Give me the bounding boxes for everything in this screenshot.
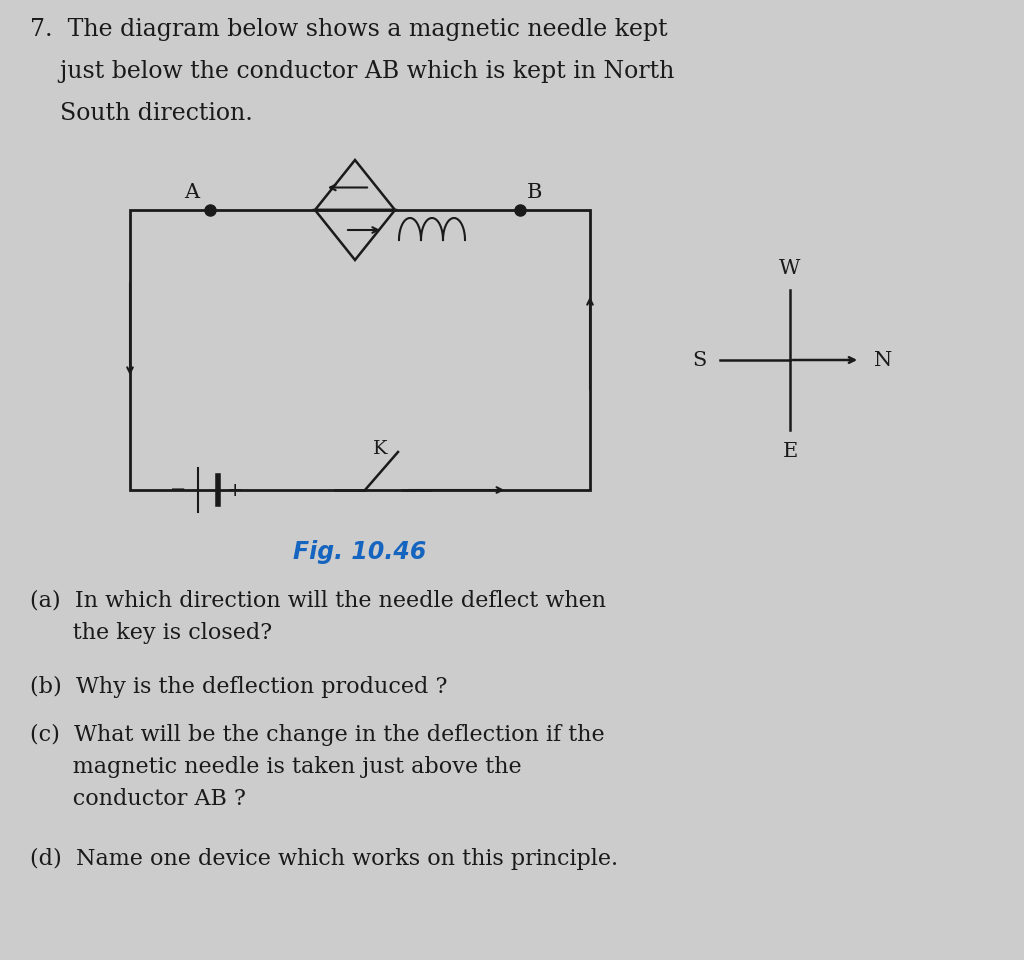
Text: just below the conductor AB which is kept in North: just below the conductor AB which is kep… bbox=[30, 60, 675, 83]
Text: (a)  In which direction will the needle deflect when
      the key is closed?: (a) In which direction will the needle d… bbox=[30, 590, 606, 644]
Text: (d)  Name one device which works on this principle.: (d) Name one device which works on this … bbox=[30, 848, 618, 870]
Text: 7.  The diagram below shows a magnetic needle kept: 7. The diagram below shows a magnetic ne… bbox=[30, 18, 668, 41]
Text: Fig. 10.46: Fig. 10.46 bbox=[293, 540, 427, 564]
Bar bbox=[130, 210, 590, 490]
Text: W: W bbox=[779, 259, 801, 278]
Text: (c)  What will be the change in the deflection if the
      magnetic needle is t: (c) What will be the change in the defle… bbox=[30, 724, 604, 810]
Text: South direction.: South direction. bbox=[30, 102, 253, 125]
Text: K: K bbox=[373, 440, 387, 458]
Text: B: B bbox=[527, 183, 543, 202]
Text: +: + bbox=[226, 481, 244, 499]
Text: E: E bbox=[782, 442, 798, 461]
Text: A: A bbox=[184, 183, 200, 202]
Text: S: S bbox=[692, 350, 706, 370]
Text: −: − bbox=[170, 481, 186, 499]
Text: (b)  Why is the deflection produced ?: (b) Why is the deflection produced ? bbox=[30, 676, 447, 698]
Text: N: N bbox=[874, 350, 892, 370]
